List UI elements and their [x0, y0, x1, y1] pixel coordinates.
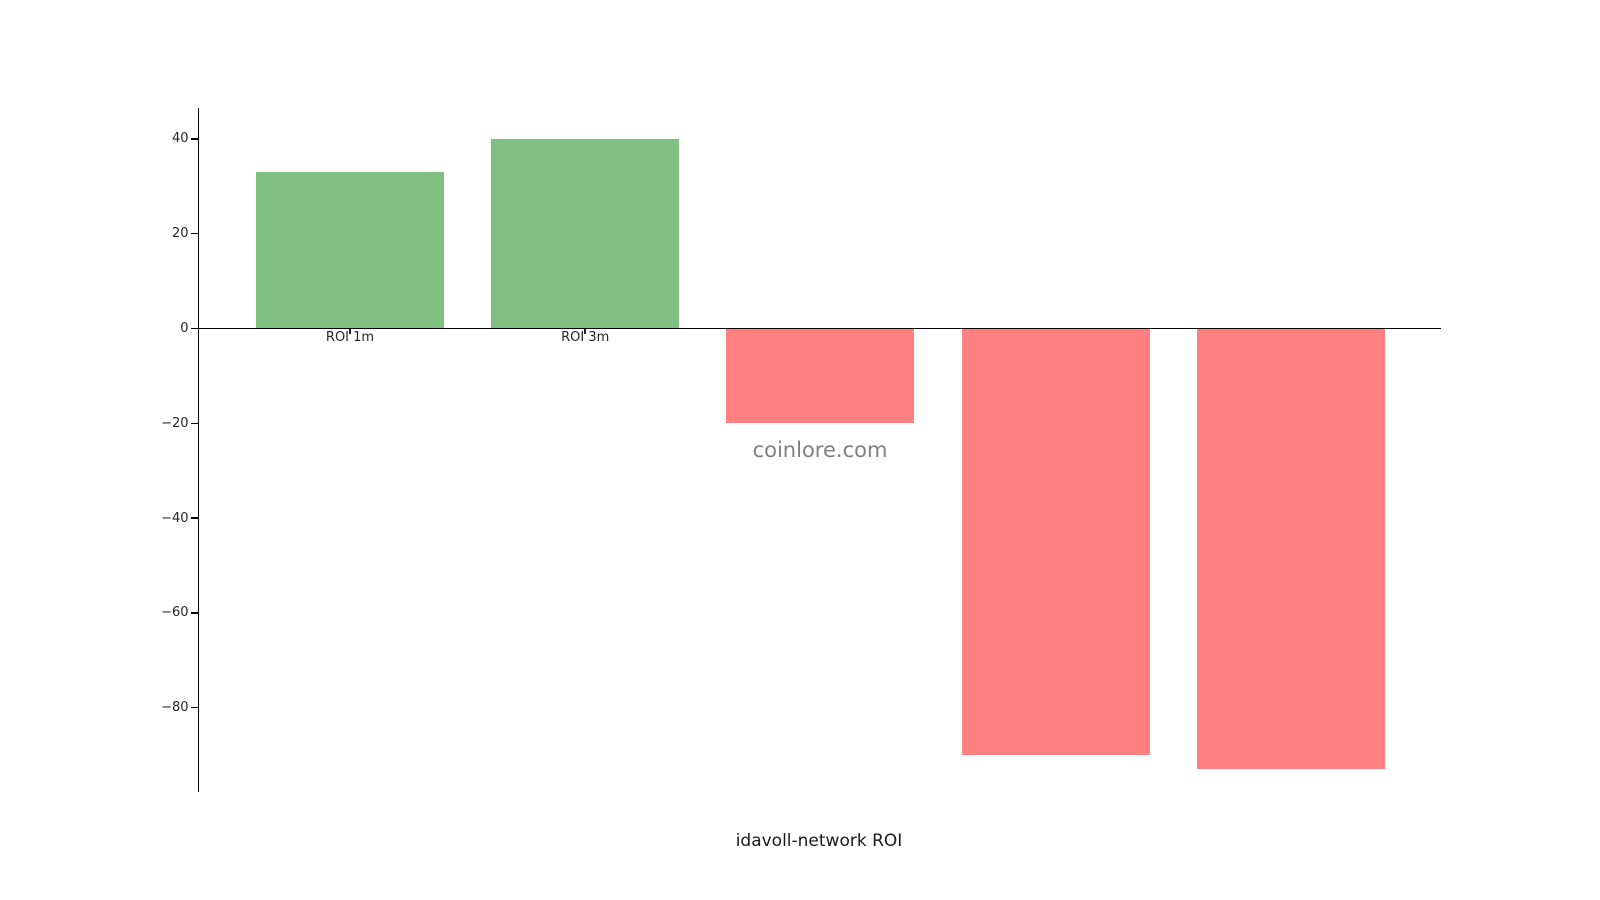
bar-positive [491, 138, 680, 329]
y-tick-label: −20 [161, 415, 189, 431]
y-tick-mark [191, 422, 198, 424]
bar-positive [256, 171, 444, 329]
y-tick-label: 0 [180, 320, 189, 336]
x-axis-line [197, 327, 1441, 330]
y-tick-mark [191, 138, 198, 140]
y-tick-mark [191, 612, 198, 614]
y-tick-label: −80 [161, 700, 189, 716]
y-tick-mark [191, 517, 198, 519]
bar-negative [961, 328, 1150, 756]
y-tick-label: −40 [161, 510, 189, 526]
y-tick-label: 40 [171, 131, 189, 147]
bar-negative [1196, 328, 1385, 770]
y-tick-mark [191, 327, 198, 330]
watermark: coinlore.com [752, 438, 888, 462]
y-tick-label: 20 [171, 226, 189, 242]
x-tick-mark [349, 328, 351, 334]
y-tick-mark [191, 706, 198, 709]
x-tick-label: ROI 1m [325, 329, 375, 345]
x-tick-label: ROI 3m [561, 329, 610, 345]
y-tick-label: −60 [161, 605, 189, 621]
chart-title: idavoll-network ROI [735, 831, 903, 851]
x-tick-mark [584, 328, 586, 334]
y-tick-mark [191, 232, 198, 235]
bar-negative [726, 328, 915, 424]
y-axis-line [197, 108, 199, 792]
